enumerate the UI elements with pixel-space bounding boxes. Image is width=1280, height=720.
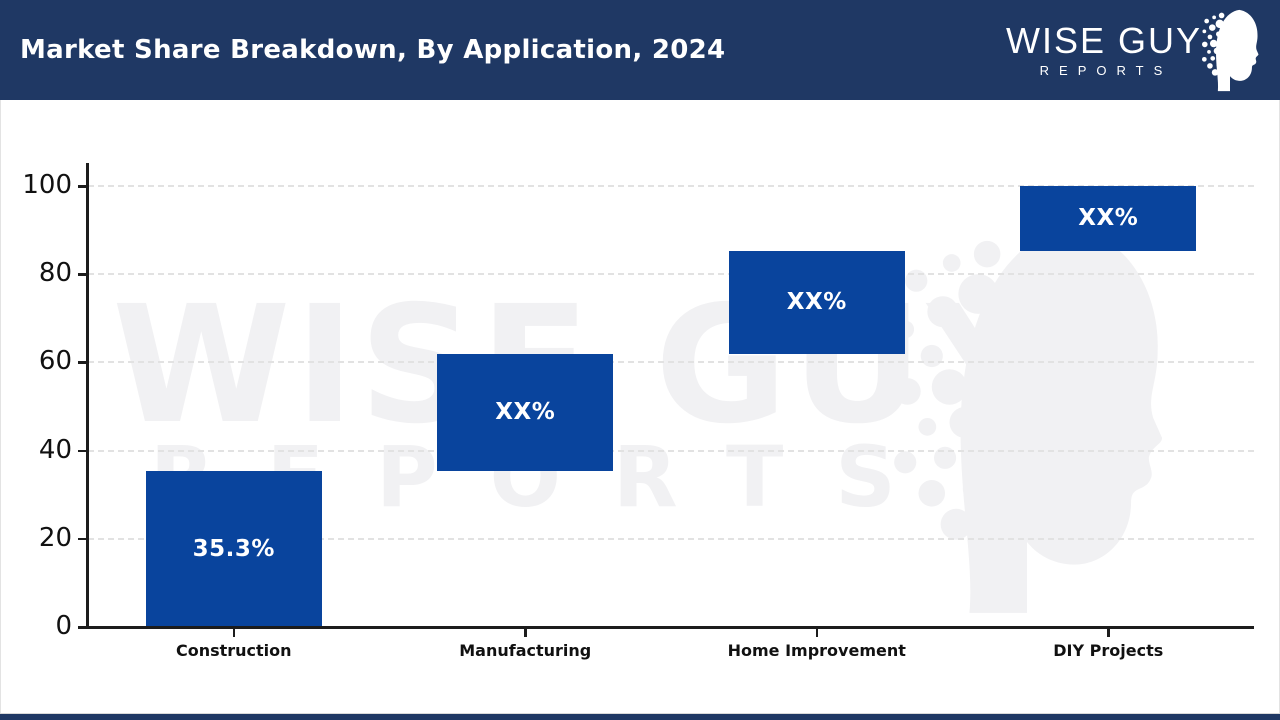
gridline-100 bbox=[88, 185, 1254, 187]
bar-value-label-construction: 35.3% bbox=[192, 536, 275, 563]
y-tick-60 bbox=[78, 361, 87, 364]
y-tick-100 bbox=[78, 185, 87, 188]
y-tick-label-60: 60 bbox=[38, 346, 72, 377]
y-tick-label-20: 20 bbox=[38, 522, 72, 553]
y-tick-0 bbox=[78, 626, 87, 629]
bar-diy-projects: XX% bbox=[1020, 186, 1197, 251]
bar-value-label-home-improvement: XX% bbox=[786, 289, 847, 316]
x-category-label-diy-projects: DIY Projects bbox=[1053, 641, 1164, 660]
y-tick-label-0: 0 bbox=[55, 611, 72, 641]
y-tick-label-100: 100 bbox=[22, 170, 72, 200]
bar-construction: 35.3% bbox=[145, 471, 322, 627]
y-tick-40 bbox=[78, 449, 87, 453]
logo-wiseguy-label: WISE GUY bbox=[1005, 19, 1202, 61]
bar-value-label-diy-projects: XX% bbox=[1078, 205, 1139, 232]
x-tick-diy-projects bbox=[1107, 629, 1110, 637]
x-tick-manufacturing bbox=[524, 629, 527, 637]
x-category-label-home-improvement: Home Improvement bbox=[727, 641, 906, 660]
header-bar: Market Share Breakdown, By Application, … bbox=[0, 0, 1280, 100]
wiseguy-logo-text: WISE GUY REPORTS bbox=[1005, 19, 1202, 78]
x-category-label-manufacturing: Manufacturing bbox=[459, 641, 592, 660]
gridline-60 bbox=[88, 361, 1254, 364]
x-category-label-construction: Construction bbox=[175, 641, 292, 660]
gridline-80 bbox=[88, 273, 1254, 276]
y-axis-line bbox=[86, 163, 89, 629]
x-tick-construction bbox=[232, 629, 236, 637]
watermark-head-profile-dots-icon bbox=[894, 227, 1163, 613]
footer-divider bbox=[0, 713, 1280, 714]
y-tick-label-80: 80 bbox=[38, 258, 72, 289]
bar-value-label-manufacturing: XX% bbox=[495, 399, 556, 426]
logo-reports-label: REPORTS bbox=[1039, 62, 1173, 78]
bar-home-improvement: XX% bbox=[728, 250, 905, 354]
page-title: Market Share Breakdown, By Application, … bbox=[20, 35, 726, 65]
gridline-20 bbox=[88, 537, 1254, 540]
bar-manufacturing: XX% bbox=[437, 353, 614, 472]
head-profile-dots-icon bbox=[1202, 9, 1259, 92]
gridline-40 bbox=[88, 449, 1254, 452]
wiseguy-logo: WISE GUY REPORTS bbox=[1006, 8, 1272, 92]
footer-bar bbox=[0, 714, 1280, 720]
x-axis-line bbox=[86, 626, 1254, 629]
y-tick-80 bbox=[78, 273, 87, 276]
x-tick-home-improvement bbox=[815, 629, 819, 637]
y-tick-label-40: 40 bbox=[38, 434, 72, 465]
y-tick-20 bbox=[78, 537, 87, 541]
